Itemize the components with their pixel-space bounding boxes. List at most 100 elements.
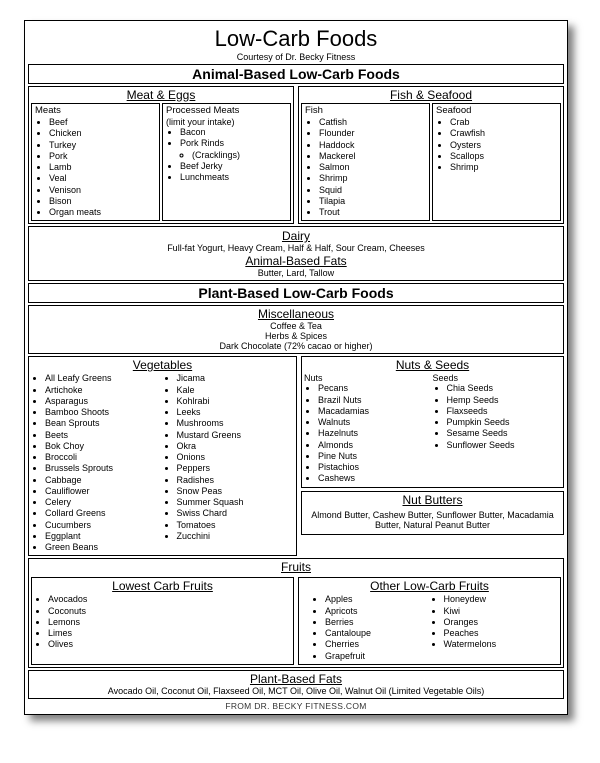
list-item: Tilapia [319, 196, 426, 207]
list-item: Chia Seeds [447, 383, 562, 394]
list-item: Jicama [177, 373, 295, 384]
list-item: Veal [49, 173, 156, 184]
misc-band: Miscellaneous Coffee & Tea Herbs & Spice… [28, 305, 564, 354]
list-item: Bacon [180, 127, 287, 138]
meat-eggs-title: Meat & Eggs [31, 88, 291, 102]
list-item: Cabbage [45, 475, 163, 486]
list-item: Peppers [177, 463, 295, 474]
main-title: Low-Carb Foods [28, 24, 564, 52]
meats-title: Meats [35, 105, 156, 116]
list-item: Bison [49, 196, 156, 207]
list-item: Beef Jerky [180, 161, 287, 172]
fish-subpanel: Fish CatfishFlounderHaddockMackerelSalmo… [301, 103, 430, 221]
misc-title: Miscellaneous [31, 307, 561, 321]
plant-fats-body: Avocado Oil, Coconut Oil, Flaxseed Oil, … [31, 686, 561, 696]
dairy-title: Dairy [31, 229, 561, 243]
meats-subpanel: Meats BeefChickenTurkeyPorkLambVealVenis… [31, 103, 160, 221]
other-fruits-col2: HoneydewKiwiOrangesPeachesWatermelons [430, 594, 559, 650]
list-item: Venison [49, 185, 156, 196]
list-item: Cauliflower [45, 486, 163, 497]
list-item: Snow Peas [177, 486, 295, 497]
list-item: Tomatoes [177, 520, 295, 531]
list-item: Kale [177, 385, 295, 396]
dairy-body: Full-fat Yogurt, Heavy Cream, Half & Hal… [31, 243, 561, 253]
animal-fats-body: Butter, Lard, Tallow [31, 268, 561, 278]
list-item: Pistachios [318, 462, 433, 473]
animal-fats-title: Animal-Based Fats [31, 254, 561, 268]
fruits-header: Fruits [29, 559, 563, 575]
nut-butters-panel: Nut Butters Almond Butter, Cashew Butter… [301, 491, 564, 535]
list-item: Kiwi [444, 606, 559, 617]
list-item: Trout [319, 207, 426, 218]
list-item: Shrimp [450, 162, 557, 173]
list-item: Summer Squash [177, 497, 295, 508]
nuts-list: PecansBrazil NutsMacadamiasWalnutsHazeln… [304, 383, 433, 484]
list-item: Green Beans [45, 542, 163, 553]
list-item: Lamb [49, 162, 156, 173]
list-item: Limes [48, 628, 291, 639]
other-fruits-title: Other Low-Carb Fruits [301, 579, 558, 593]
list-item: Oysters [450, 140, 557, 151]
list-item: Mackerel [319, 151, 426, 162]
list-item: Pork [49, 151, 156, 162]
list-item: Hazelnuts [318, 428, 433, 439]
list-item: Flaxseeds [447, 406, 562, 417]
list-item: Bean Sprouts [45, 418, 163, 429]
misc-l2: Herbs & Spices [31, 331, 561, 341]
list-item: Pecans [318, 383, 433, 394]
list-item: (Cracklings) [192, 150, 287, 161]
list-item: Kohlrabi [177, 396, 295, 407]
list-item: Oranges [444, 617, 559, 628]
nut-butters-body: Almond Butter, Cashew Butter, Sunflower … [304, 508, 561, 532]
list-item: Honeydew [444, 594, 559, 605]
list-item: Catfish [319, 117, 426, 128]
plant-fats-band: Plant-Based Fats Avocado Oil, Coconut Oi… [28, 670, 564, 699]
list-item: Organ meats [49, 207, 156, 218]
processed-title: Processed Meats [166, 105, 287, 116]
list-item: Pork Rinds(Cracklings) [180, 138, 287, 161]
misc-l1: Coffee & Tea [31, 321, 561, 331]
list-item: Macadamias [318, 406, 433, 417]
list-item: Cherries [325, 639, 430, 650]
plant-section-header: Plant-Based Low-Carb Foods [28, 283, 564, 303]
list-item: Apples [325, 594, 430, 605]
list-item: Brussels Sprouts [45, 463, 163, 474]
courtesy-line: Courtesy of Dr. Becky Fitness [28, 52, 564, 62]
seafood-list: CrabCrawfishOystersScallopsShrimp [436, 117, 557, 173]
list-item: Shrimp [319, 173, 426, 184]
lowest-fruits-panel: Lowest Carb Fruits AvocadosCoconutsLemon… [31, 577, 294, 665]
processed-list: BaconPork Rinds(Cracklings)Beef JerkyLun… [166, 127, 287, 183]
list-item: Cucumbers [45, 520, 163, 531]
list-item: Grapefruit [325, 651, 430, 662]
list-item: Watermelons [444, 639, 559, 650]
vegetables-col1: All Leafy GreensArtichokeAsparagusBamboo… [31, 373, 163, 553]
list-item: Walnuts [318, 417, 433, 428]
processed-subpanel: Processed Meats (limit your intake) Baco… [162, 103, 291, 221]
other-fruits-panel: Other Low-Carb Fruits ApplesApricotsBerr… [298, 577, 561, 665]
list-item: Apricots [325, 606, 430, 617]
list-item: Brazil Nuts [318, 395, 433, 406]
list-item: Haddock [319, 140, 426, 151]
list-item: Artichoke [45, 385, 163, 396]
seafood-title: Seafood [436, 105, 557, 116]
lowest-fruits-title: Lowest Carb Fruits [34, 579, 291, 593]
list-item: Bamboo Shoots [45, 407, 163, 418]
list-item: Cashews [318, 473, 433, 484]
list-item: Chicken [49, 128, 156, 139]
list-item: Beef [49, 117, 156, 128]
list-item: Sunflower Seeds [447, 440, 562, 451]
list-item: Flounder [319, 128, 426, 139]
dairy-fats-band: Dairy Full-fat Yogurt, Heavy Cream, Half… [28, 226, 564, 281]
seeds-list: Chia SeedsHemp SeedsFlaxseedsPumpkin See… [433, 383, 562, 451]
list-item: Okra [177, 441, 295, 452]
seafood-subpanel: Seafood CrabCrawfishOystersScallopsShrim… [432, 103, 561, 221]
nut-butters-title: Nut Butters [304, 493, 561, 507]
list-item: Turkey [49, 140, 156, 151]
list-item: Eggplant [45, 531, 163, 542]
meats-list: BeefChickenTurkeyPorkLambVealVenisonBiso… [35, 117, 156, 218]
list-item: Radishes [177, 475, 295, 486]
list-item: Lunchmeats [180, 172, 287, 183]
list-item: Berries [325, 617, 430, 628]
list-item: Asparagus [45, 396, 163, 407]
processed-note: (limit your intake) [166, 117, 287, 127]
